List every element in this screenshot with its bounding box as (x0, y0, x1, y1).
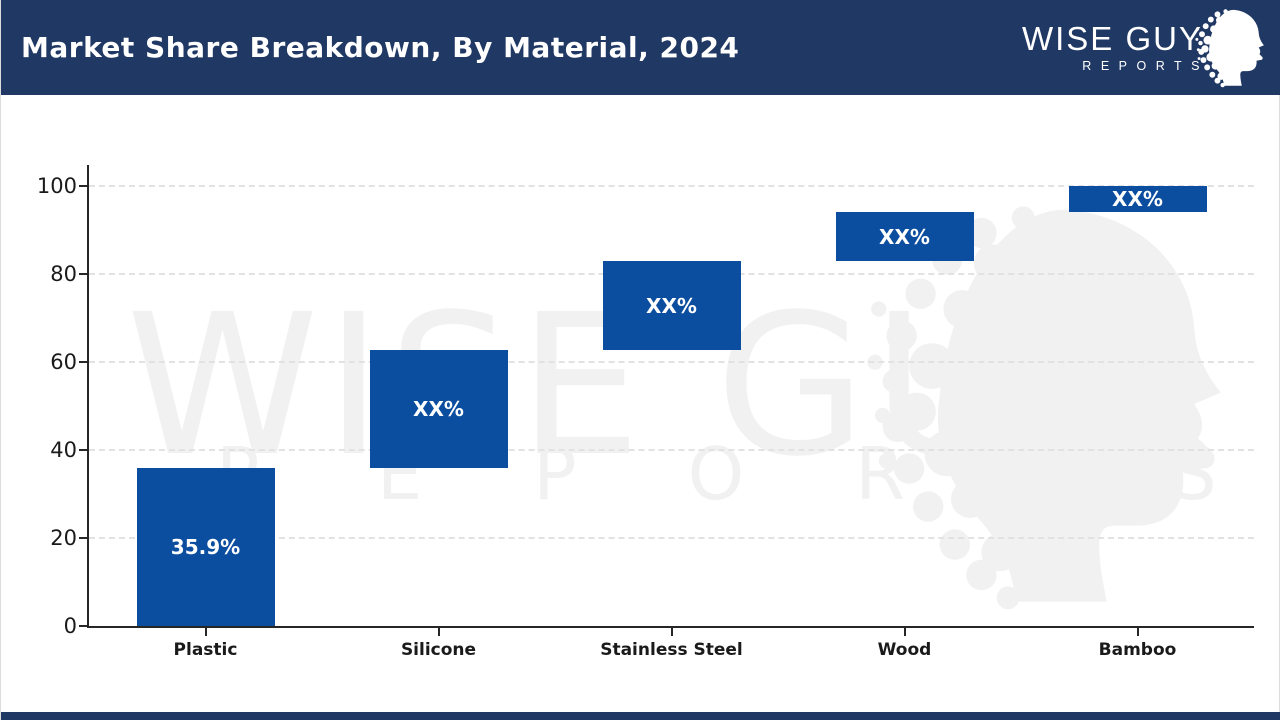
bar-label-wood: XX% (879, 224, 930, 249)
gridline-20 (89, 537, 1254, 539)
logo-head-icon (1195, 9, 1264, 88)
y-tick-label-80: 80 (50, 262, 77, 286)
y-tick-20 (79, 537, 87, 539)
y-tick-100 (79, 185, 87, 187)
y-tick-40 (79, 449, 87, 451)
x-tick-stainless-steel (670, 628, 673, 636)
x-tick-label-stainless-steel: Stainless Steel (600, 640, 743, 660)
bar-label-plastic: 35.9% (170, 535, 241, 559)
y-tick-60 (79, 361, 87, 363)
chart-title: Market Share Breakdown, By Material, 202… (21, 31, 740, 64)
header: Market Share Breakdown, By Material, 202… (1, 0, 1280, 95)
y-axis-line (87, 165, 89, 628)
gridline-60 (89, 361, 1254, 363)
wiseguy-logo: WISE GUY REPORTS (1022, 7, 1267, 88)
bar-label-bamboo: XX% (1112, 187, 1163, 212)
y-tick-80 (79, 273, 87, 275)
x-tick-plastic (204, 628, 207, 636)
gridline-40 (89, 449, 1254, 451)
logo-text-main: WISE GUY (1021, 20, 1203, 57)
y-tick-label-100: 100 (36, 174, 77, 198)
y-tick-label-0: 0 (63, 614, 77, 638)
bar-silicone: XX% (369, 350, 508, 469)
y-tick-label-60: 60 (50, 350, 77, 374)
footer-bar (1, 712, 1280, 720)
y-tick-label-40: 40 (50, 438, 77, 462)
x-tick-bamboo (1136, 628, 1139, 636)
bar-bamboo: XX% (1068, 186, 1207, 213)
x-tick-label-silicone: Silicone (400, 640, 477, 660)
bar-wood: XX% (835, 212, 974, 262)
x-tick-label-plastic: Plastic (173, 640, 238, 660)
bar-label-silicone: XX% (413, 397, 464, 422)
y-tick-0 (79, 625, 87, 627)
bar-plastic: 35.9% (136, 468, 275, 626)
logo-text: WISE GUY REPORTS (1022, 22, 1203, 73)
gridline-100 (89, 185, 1254, 187)
x-tick-label-bamboo: Bamboo (1098, 640, 1177, 660)
y-tick-label-20: 20 (50, 526, 77, 550)
logo-text-sub: REPORTS (1082, 59, 1209, 73)
x-tick-silicone (437, 628, 440, 636)
bar-label-stainless-steel: XX% (646, 293, 697, 318)
x-tick-wood (903, 628, 906, 636)
bar-stainless-steel: XX% (602, 261, 741, 351)
x-axis-line (87, 626, 1254, 628)
x-tick-label-wood: Wood (877, 640, 932, 660)
